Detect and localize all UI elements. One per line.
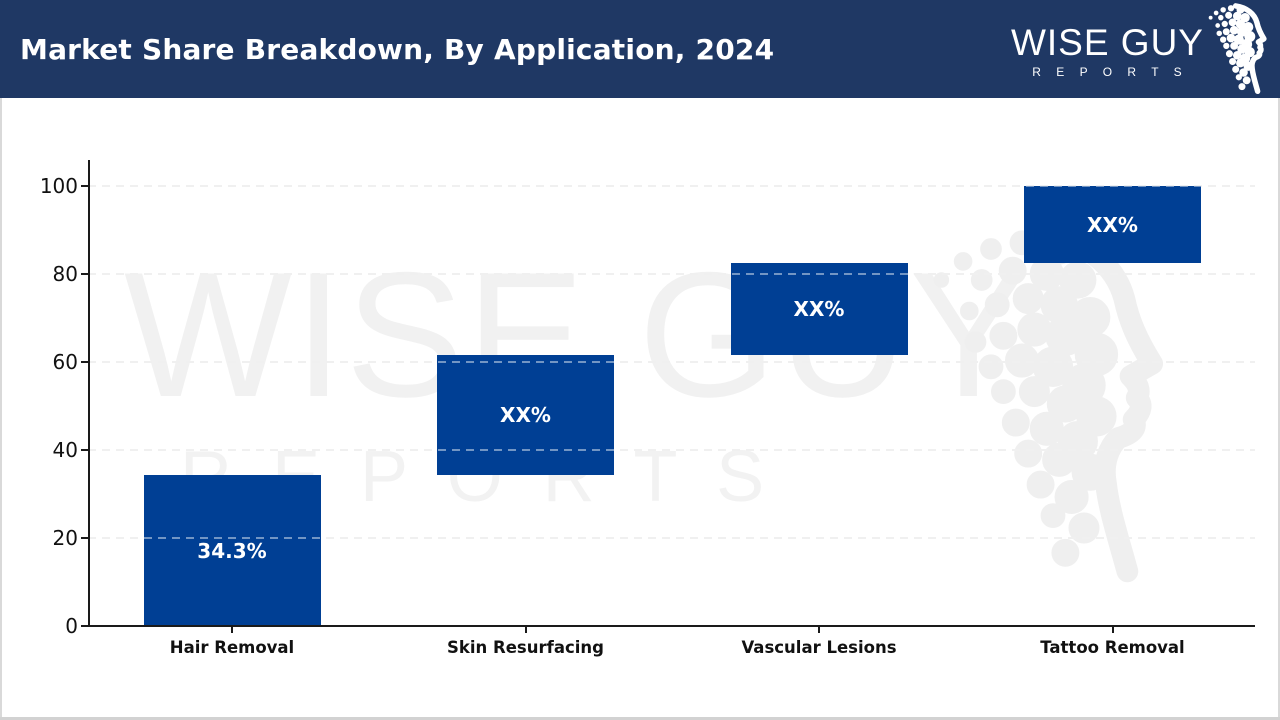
y-tick-mark bbox=[81, 625, 88, 627]
gridline-overlay bbox=[88, 185, 1255, 187]
bar-value-label: XX% bbox=[1087, 212, 1138, 237]
x-category-label: Hair Removal bbox=[169, 638, 295, 657]
gridline bbox=[88, 449, 1255, 451]
chart-area: WISE GUY R E P O R T S 0 20 40 60 80 100 34.3%… bbox=[0, 98, 1280, 720]
bar-segment: XX% bbox=[437, 355, 614, 476]
x-tick-mark bbox=[818, 627, 820, 633]
y-tick-mark bbox=[81, 361, 88, 363]
x-tick-mark bbox=[231, 627, 233, 633]
gridline-overlay bbox=[88, 449, 1255, 451]
x-category-label: Tattoo Removal bbox=[1040, 638, 1185, 657]
x-category-label: Skin Resurfacing bbox=[447, 638, 604, 657]
logo-wordmark: WISE GUY bbox=[1010, 21, 1204, 63]
bar-segment: 34.3% bbox=[143, 475, 321, 626]
logo-subtitle: R E P O R T S bbox=[1032, 64, 1188, 79]
x-tick-mark bbox=[524, 627, 527, 633]
y-tick-mark bbox=[81, 273, 88, 275]
logo-text: WISE GUY R E P O R T S bbox=[1011, 24, 1204, 79]
gridline bbox=[88, 185, 1255, 187]
y-tick-mark bbox=[81, 537, 88, 539]
y-tick-label: 80 bbox=[52, 262, 78, 286]
header-bar: Market Share Breakdown, By Application, … bbox=[0, 0, 1280, 98]
bottom-border bbox=[0, 717, 1280, 720]
gridline-overlay bbox=[88, 273, 1255, 275]
x-axis-line bbox=[88, 625, 1255, 627]
wise-guy-reports-logo: WISE GUY R E P O R T S bbox=[1011, 2, 1274, 96]
bar-segment: XX% bbox=[730, 263, 908, 356]
y-tick-mark bbox=[81, 449, 88, 451]
y-tick-label: 0 bbox=[65, 614, 78, 638]
gridline bbox=[88, 537, 1255, 539]
gridline-overlay bbox=[88, 361, 1255, 363]
y-tick-label: 20 bbox=[52, 526, 78, 550]
page-title: Market Share Breakdown, By Application, … bbox=[20, 32, 775, 66]
y-tick-label: 60 bbox=[52, 350, 78, 374]
gridline-overlay bbox=[88, 537, 1255, 539]
gridline bbox=[88, 273, 1255, 275]
bar-segment: XX% bbox=[1024, 186, 1201, 263]
gridline bbox=[88, 361, 1255, 363]
x-category-label: Vascular Lesions bbox=[741, 638, 897, 657]
x-tick-mark bbox=[1111, 627, 1114, 633]
bar-value-label: XX% bbox=[500, 403, 551, 428]
y-tick-label: 100 bbox=[39, 174, 78, 198]
y-tick-mark bbox=[81, 185, 88, 187]
dotted-head-icon bbox=[1188, 2, 1274, 96]
y-axis-line bbox=[88, 160, 90, 627]
bar-value-label: XX% bbox=[793, 297, 845, 322]
y-tick-label: 40 bbox=[52, 438, 78, 462]
bar-value-label: 34.3% bbox=[197, 538, 267, 563]
